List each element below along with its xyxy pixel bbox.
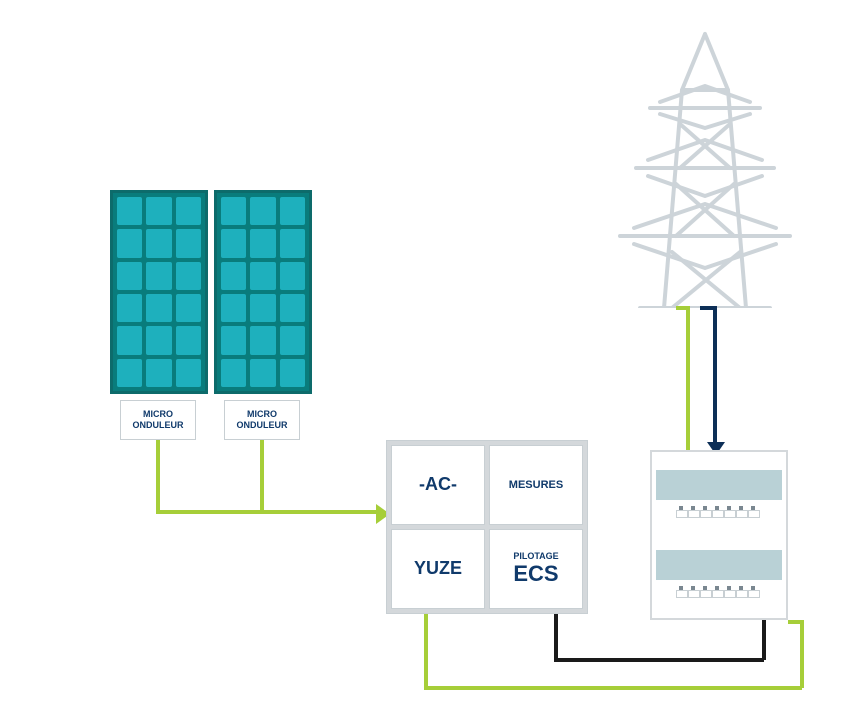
solar-cell xyxy=(221,294,246,322)
breaker xyxy=(676,506,686,518)
solar-cell xyxy=(117,326,142,354)
breaker-row xyxy=(676,506,758,518)
wire xyxy=(686,306,690,450)
solar-cell xyxy=(117,359,142,387)
solar-cell xyxy=(221,197,246,225)
wire xyxy=(156,510,380,514)
wire xyxy=(554,614,558,660)
breaker xyxy=(676,586,686,598)
breaker xyxy=(724,506,734,518)
solar-cell xyxy=(176,229,201,257)
micro-onduleur-label-2: ONDULEUR xyxy=(133,420,184,431)
wire xyxy=(762,620,766,660)
solar-cell xyxy=(250,294,275,322)
micro-onduleur-label-1: MICRO xyxy=(247,409,277,420)
solar-cell xyxy=(250,326,275,354)
breaker xyxy=(700,506,710,518)
wire xyxy=(554,658,764,662)
solar-cell xyxy=(117,229,142,257)
breaker xyxy=(688,586,698,598)
solar-cell xyxy=(146,359,171,387)
distribution-box xyxy=(650,450,788,620)
wire xyxy=(788,620,802,624)
solar-cell xyxy=(280,262,305,290)
breaker xyxy=(748,586,758,598)
control-box: -AC- MESURES YUZE PILOTAGE ECS xyxy=(386,440,588,614)
control-cell-label: -AC- xyxy=(419,475,457,495)
solar-cell xyxy=(146,326,171,354)
control-cell-ac: -AC- xyxy=(391,445,485,525)
control-cell-ecs: PILOTAGE ECS xyxy=(489,529,583,609)
solar-panel-left xyxy=(110,190,208,394)
solar-cell xyxy=(221,359,246,387)
breaker xyxy=(736,506,746,518)
solar-cell xyxy=(117,294,142,322)
control-cell-label: MESURES xyxy=(509,479,563,491)
wire xyxy=(424,686,802,690)
breaker xyxy=(712,506,722,518)
power-pylon-icon xyxy=(600,28,810,308)
micro-onduleur-label-1: MICRO xyxy=(143,409,173,420)
solar-cell xyxy=(221,326,246,354)
micro-onduleur-left: MICRO ONDULEUR xyxy=(120,400,196,440)
solar-cell xyxy=(280,326,305,354)
breaker xyxy=(712,586,722,598)
solar-panel-right xyxy=(214,190,312,394)
solar-cell xyxy=(146,294,171,322)
breaker xyxy=(688,506,698,518)
breaker xyxy=(748,506,758,518)
solar-cell xyxy=(280,229,305,257)
breaker xyxy=(724,586,734,598)
solar-cell xyxy=(176,197,201,225)
control-cell-mesures: MESURES xyxy=(489,445,583,525)
solar-cell xyxy=(280,359,305,387)
wire xyxy=(700,306,717,310)
wire xyxy=(800,620,804,688)
solar-cell xyxy=(250,229,275,257)
control-cell-yuze: YUZE xyxy=(391,529,485,609)
solar-cell xyxy=(146,229,171,257)
solar-cell xyxy=(176,359,201,387)
wire xyxy=(260,440,264,512)
wire xyxy=(156,440,160,512)
wire xyxy=(713,306,717,446)
micro-onduleur-label-2: ONDULEUR xyxy=(237,420,288,431)
solar-cell xyxy=(250,197,275,225)
solar-cell xyxy=(221,262,246,290)
solar-cell xyxy=(117,262,142,290)
control-cell-label: YUZE xyxy=(414,559,462,579)
solar-cell xyxy=(250,262,275,290)
distribution-band xyxy=(656,470,782,500)
distribution-band xyxy=(656,550,782,580)
breaker xyxy=(700,586,710,598)
solar-cell xyxy=(280,197,305,225)
solar-cell xyxy=(221,229,246,257)
control-cell-label-main: ECS xyxy=(513,562,558,586)
solar-cell xyxy=(250,359,275,387)
wire xyxy=(424,614,428,688)
solar-cell xyxy=(117,197,142,225)
micro-onduleur-right: MICRO ONDULEUR xyxy=(224,400,300,440)
solar-cell xyxy=(146,197,171,225)
solar-cell xyxy=(176,262,201,290)
breaker-row xyxy=(676,586,758,598)
wire xyxy=(762,620,764,624)
solar-cell xyxy=(176,294,201,322)
solar-cell xyxy=(146,262,171,290)
wire xyxy=(676,306,690,310)
diagram-canvas: MICRO ONDULEUR MICRO ONDULEUR -AC- xyxy=(0,0,856,720)
solar-cell xyxy=(176,326,201,354)
breaker xyxy=(736,586,746,598)
solar-cell xyxy=(280,294,305,322)
